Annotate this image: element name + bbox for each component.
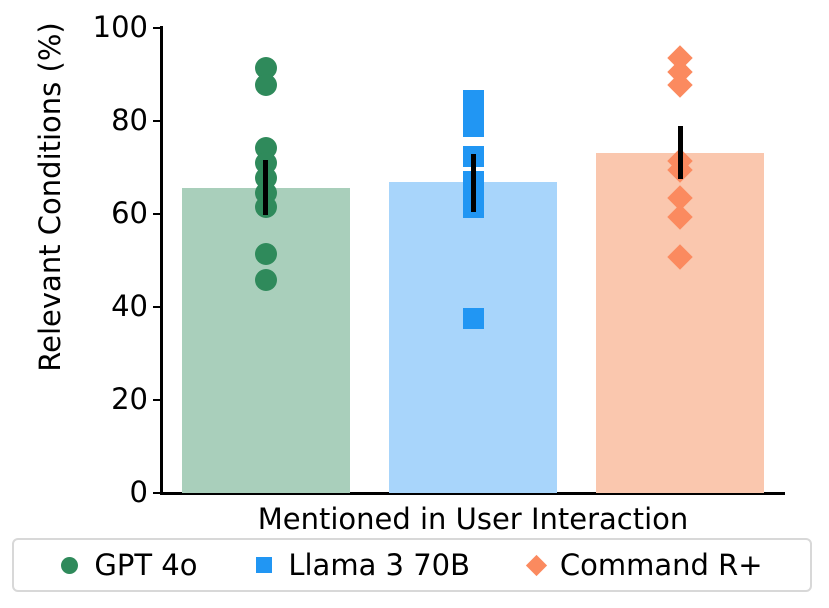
y-axis-tick-label: 100 [92,10,148,44]
scatter-point [254,74,277,97]
bar-gpt-4o [181,188,350,493]
legend-circle-marker-icon [61,556,79,574]
x-axis-spine [160,492,785,495]
error-bar [470,153,476,212]
scatter-point [254,269,277,292]
error-bar [263,160,269,215]
y-axis-tick-label: 0 [129,475,148,509]
y-axis-tick-label: 60 [111,196,148,230]
error-bar [677,125,683,180]
y-axis-label: Relevant Conditions (%) [33,22,67,372]
legend-label: Llama 3 70B [288,548,471,582]
legend-label: Command R+ [559,548,763,582]
y-axis-tick-mark [153,492,160,494]
y-axis-tick-mark [153,120,160,122]
legend-entry[interactable]: GPT 4o [61,548,198,582]
legend-diamond-marker-icon [525,554,547,576]
legend-label: GPT 4o [94,548,198,582]
y-axis-tick-label: 20 [111,382,148,416]
legend-square-marker-icon [256,557,273,573]
y-axis-tick-mark [153,306,160,308]
x-axis-label: Mentioned in User Interaction [257,502,689,536]
plot-area [162,28,784,493]
chart-legend: GPT 4o Llama 3 70B Command R+ [12,538,812,592]
scatter-point [462,307,484,329]
y-axis-tick-label: 80 [111,103,148,137]
y-axis-spine [160,26,163,495]
bar-llama-3-70b [389,182,557,493]
y-axis-tick-mark [153,27,160,29]
y-axis-tick-mark [153,213,160,215]
scatter-point [462,115,484,137]
legend-entry[interactable]: Command R+ [525,548,763,582]
legend-entry[interactable]: Llama 3 70B [256,548,470,582]
y-axis-tick-mark [153,399,160,401]
scatter-point [462,89,484,111]
y-axis-tick-label: 40 [111,289,148,323]
scatter-point [254,56,277,79]
scatter-point [254,242,277,265]
